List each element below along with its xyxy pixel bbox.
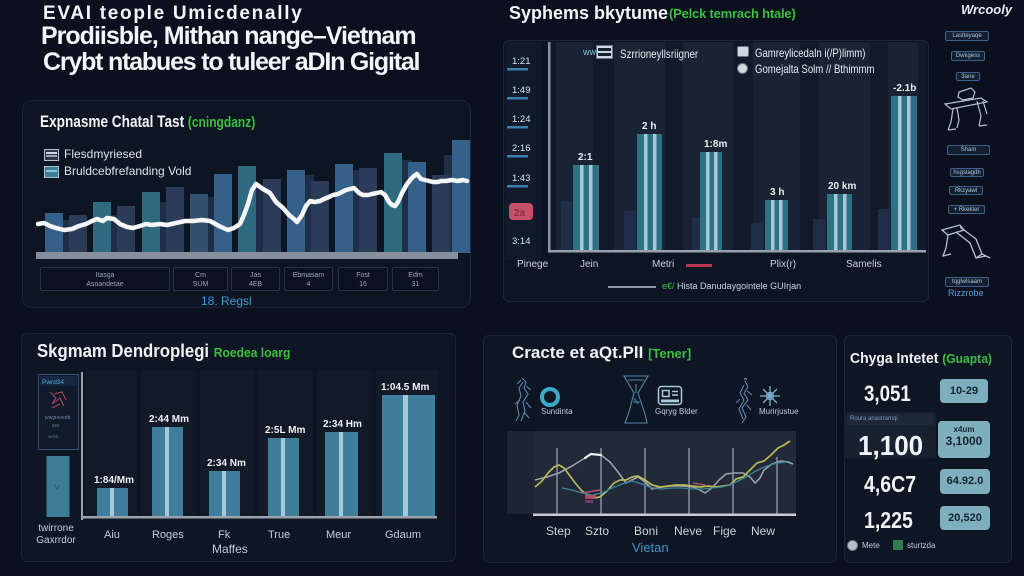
svg-text:1:21: 1:21 xyxy=(512,56,531,67)
svg-text:20 km: 20 km xyxy=(828,181,856,192)
svg-text:3 h: 3 h xyxy=(770,187,784,198)
svg-text:2:1: 2:1 xyxy=(578,152,593,163)
svg-text:1:43: 1:43 xyxy=(512,173,531,184)
svg-text:V: V xyxy=(55,485,60,492)
svg-text:zxv: zxv xyxy=(52,423,60,429)
svg-text:1:24: 1:24 xyxy=(512,114,531,125)
svg-text:jvwgravenb: jvwgravenb xyxy=(44,415,71,421)
svg-text:1:8m: 1:8m xyxy=(704,139,727,150)
svg-text:2a: 2a xyxy=(514,208,526,219)
svg-text:1:84/Mm: 1:84/Mm xyxy=(94,475,134,486)
svg-text:3:14: 3:14 xyxy=(512,236,531,247)
svg-text:-2.1b: -2.1b xyxy=(893,83,916,94)
svg-text:2:34 Hm: 2:34 Hm xyxy=(323,419,362,430)
svg-text:2 h: 2 h xyxy=(642,121,656,132)
svg-text:2:16: 2:16 xyxy=(512,143,531,154)
svg-text:wdvb: wdvb xyxy=(48,434,59,439)
svg-text:1:04.5 Mm: 1:04.5 Mm xyxy=(381,382,429,393)
svg-text:2:5L Mm: 2:5L Mm xyxy=(265,425,305,436)
svg-text:Pwrd34: Pwrd34 xyxy=(42,379,64,386)
svg-text:2:44 Mm: 2:44 Mm xyxy=(149,414,189,425)
svg-text:2:34 Nm: 2:34 Nm xyxy=(207,458,246,469)
svg-text:1:49: 1:49 xyxy=(512,85,531,96)
